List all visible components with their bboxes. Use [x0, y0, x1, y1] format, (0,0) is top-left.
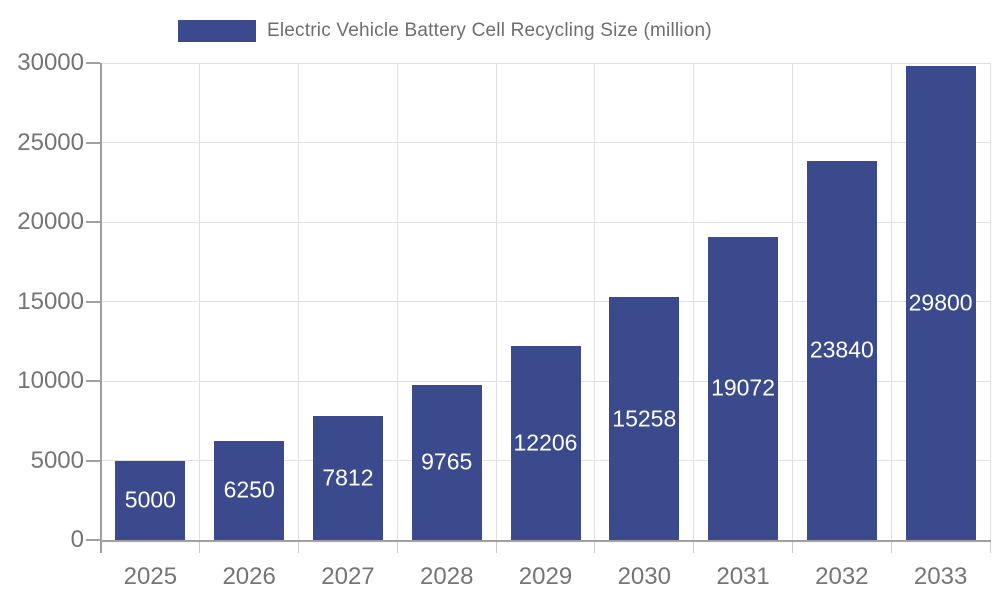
gridline-vertical [989, 63, 991, 540]
gridline-vertical [495, 63, 497, 540]
legend-swatch [178, 20, 256, 42]
legend: Electric Vehicle Battery Cell Recycling … [178, 20, 712, 42]
gridline-vertical [199, 63, 201, 540]
y-axis-tick [86, 380, 100, 382]
bar [115, 460, 186, 540]
gridline-vertical [396, 63, 398, 540]
gridline-vertical [594, 63, 596, 540]
bar-value-label: 5000 [124, 486, 176, 513]
x-axis-tick [693, 540, 695, 553]
gridline-vertical [693, 63, 695, 540]
y-axis-tick-label: 15000 [17, 287, 84, 315]
bar-value-label: 7812 [322, 464, 374, 491]
bar-value-label: 29800 [908, 289, 973, 316]
y-axis-tick-label: 30000 [17, 49, 84, 76]
bar-value-label: 12206 [513, 429, 578, 456]
y-axis-tick-label: 20000 [17, 208, 84, 235]
y-axis-tick [86, 300, 100, 303]
gridline-horizontal [101, 301, 990, 302]
y-axis-tick [86, 62, 100, 64]
x-axis-tick [791, 540, 793, 553]
bar [806, 160, 877, 540]
y-axis-tick [86, 539, 100, 541]
x-axis-tick-label: 2025 [123, 563, 178, 590]
bar [312, 415, 383, 540]
x-axis-tick-label: 2027 [321, 563, 375, 590]
plot-area: 0 5000 10000 15000 20000 25000 30000 5000 2025 62… [17, 49, 991, 590]
x-axis-tick-label: 2032 [815, 563, 869, 590]
bar [708, 236, 779, 540]
bar-value-label: 9765 [421, 448, 473, 475]
x-axis-tick [890, 540, 892, 553]
x-axis-tick-label: 2030 [617, 563, 671, 590]
gridline-vertical [791, 63, 793, 540]
y-axis-tick-label: 0 [70, 526, 84, 553]
x-axis-tick-label: 2031 [716, 563, 770, 590]
gridline-vertical [298, 63, 300, 540]
x-axis-tick-label: 2029 [518, 563, 573, 590]
x-axis-tick [989, 540, 991, 553]
y-axis-tick-label: 10000 [17, 367, 84, 394]
bar [411, 384, 482, 540]
x-axis-tick-label: 2026 [222, 563, 276, 590]
bar-value-label: 6250 [223, 476, 275, 503]
x-axis-tick-label: 2033 [913, 563, 968, 590]
bar-value-label: 19072 [711, 374, 776, 401]
x-axis-tick [396, 540, 398, 553]
bar [214, 440, 285, 540]
gridline-vertical [890, 63, 892, 540]
x-axis-tick [199, 540, 201, 553]
bar [510, 345, 581, 540]
gridline-horizontal [101, 142, 990, 143]
gridline-horizontal [101, 221, 990, 223]
x-axis-tick [594, 540, 596, 553]
y-axis-tick [86, 221, 100, 223]
x-axis-tick-label: 2028 [420, 563, 474, 590]
y-axis-tick-label: 25000 [17, 128, 84, 156]
bar [609, 297, 680, 540]
y-axis-tick [86, 141, 100, 144]
bar-value-label: 15258 [612, 405, 677, 432]
bar-value-label: 23840 [809, 336, 874, 363]
y-axis-line [100, 63, 102, 553]
y-axis-tick [86, 459, 100, 462]
x-axis-line [100, 540, 991, 542]
legend-label: Electric Vehicle Battery Cell Recycling … [267, 20, 712, 41]
y-axis-tick-label: 5000 [30, 446, 84, 474]
x-axis-tick [298, 540, 300, 553]
gridline-horizontal [101, 62, 990, 64]
bar [905, 66, 976, 540]
x-axis-tick [495, 540, 497, 553]
